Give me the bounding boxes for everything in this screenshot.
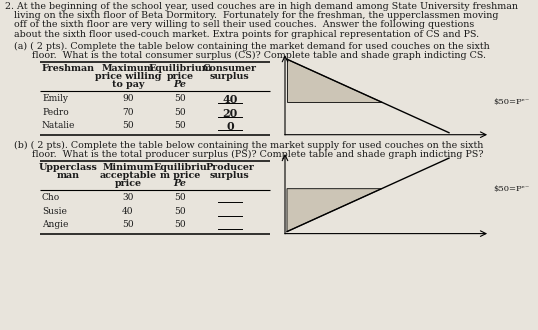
Text: 40: 40 (222, 94, 238, 105)
Text: 50: 50 (174, 193, 186, 202)
Text: Minimum: Minimum (102, 163, 154, 172)
Text: floor.  What is the total producer surplus (PS)? Complete table and shade graph : floor. What is the total producer surplu… (5, 150, 484, 159)
Text: (b) ( 2 pts). Complete the table below containing the market supply for used cou: (b) ( 2 pts). Complete the table below c… (5, 141, 483, 150)
Text: price: price (115, 179, 141, 188)
Text: Pe: Pe (174, 80, 187, 89)
Text: off of the sixth floor are very willing to sell their used couches.  Answer the : off of the sixth floor are very willing … (5, 20, 475, 29)
Text: 0: 0 (226, 121, 234, 132)
Text: 40: 40 (122, 207, 134, 215)
Text: 50: 50 (174, 94, 186, 103)
Text: Freshman: Freshman (41, 64, 95, 73)
Text: 30: 30 (122, 193, 133, 202)
Text: Maximum: Maximum (102, 64, 154, 73)
Text: price: price (166, 72, 194, 81)
Text: Angie: Angie (42, 220, 68, 229)
Text: 50: 50 (122, 220, 134, 229)
Text: Equilibriu: Equilibriu (153, 163, 207, 172)
Polygon shape (287, 59, 381, 102)
Text: Natalie: Natalie (42, 121, 75, 130)
Text: Pe: Pe (174, 179, 187, 188)
Text: 50: 50 (174, 220, 186, 229)
Text: Pedro: Pedro (42, 108, 69, 117)
Text: acceptable: acceptable (100, 171, 157, 180)
Text: Emily: Emily (42, 94, 68, 103)
Text: m price: m price (160, 171, 200, 180)
Text: $50=Pᵉ⁻: $50=Pᵉ⁻ (493, 98, 529, 106)
Text: surplus: surplus (210, 171, 250, 180)
Text: 50: 50 (174, 108, 186, 117)
Text: to pay: to pay (112, 80, 144, 89)
Text: 90: 90 (122, 94, 134, 103)
Text: price willing: price willing (95, 72, 161, 81)
Polygon shape (287, 189, 381, 232)
Text: living on the sixth floor of Beta Dormitory.  Fortunately for the freshman, the : living on the sixth floor of Beta Dormit… (5, 11, 499, 20)
Text: $50=Pᵉ⁻: $50=Pᵉ⁻ (493, 185, 529, 193)
Text: Upperclass: Upperclass (39, 163, 97, 172)
Text: 50: 50 (122, 121, 134, 130)
Text: Equilibrium: Equilibrium (148, 64, 212, 73)
Text: 70: 70 (122, 108, 134, 117)
Text: surplus: surplus (210, 72, 250, 81)
Text: 20: 20 (222, 108, 238, 119)
Text: 50: 50 (174, 207, 186, 215)
Text: (a) ( 2 pts). Complete the table below containing the market demand for used cou: (a) ( 2 pts). Complete the table below c… (5, 42, 490, 51)
Text: 2. At the beginning of the school year, used couches are in high demand among St: 2. At the beginning of the school year, … (5, 2, 518, 11)
Text: Susie: Susie (42, 207, 67, 215)
Text: about the sixth floor used-couch market. Extra points for graphical representati: about the sixth floor used-couch market.… (5, 30, 479, 39)
Text: man: man (56, 171, 80, 180)
Text: Consumer: Consumer (203, 64, 257, 73)
Text: Cho: Cho (42, 193, 60, 202)
Text: Producer: Producer (206, 163, 254, 172)
Text: 50: 50 (174, 121, 186, 130)
Text: floor.  What is the total consumer surplus (CS)? Complete table and shade graph : floor. What is the total consumer surplu… (5, 51, 486, 60)
